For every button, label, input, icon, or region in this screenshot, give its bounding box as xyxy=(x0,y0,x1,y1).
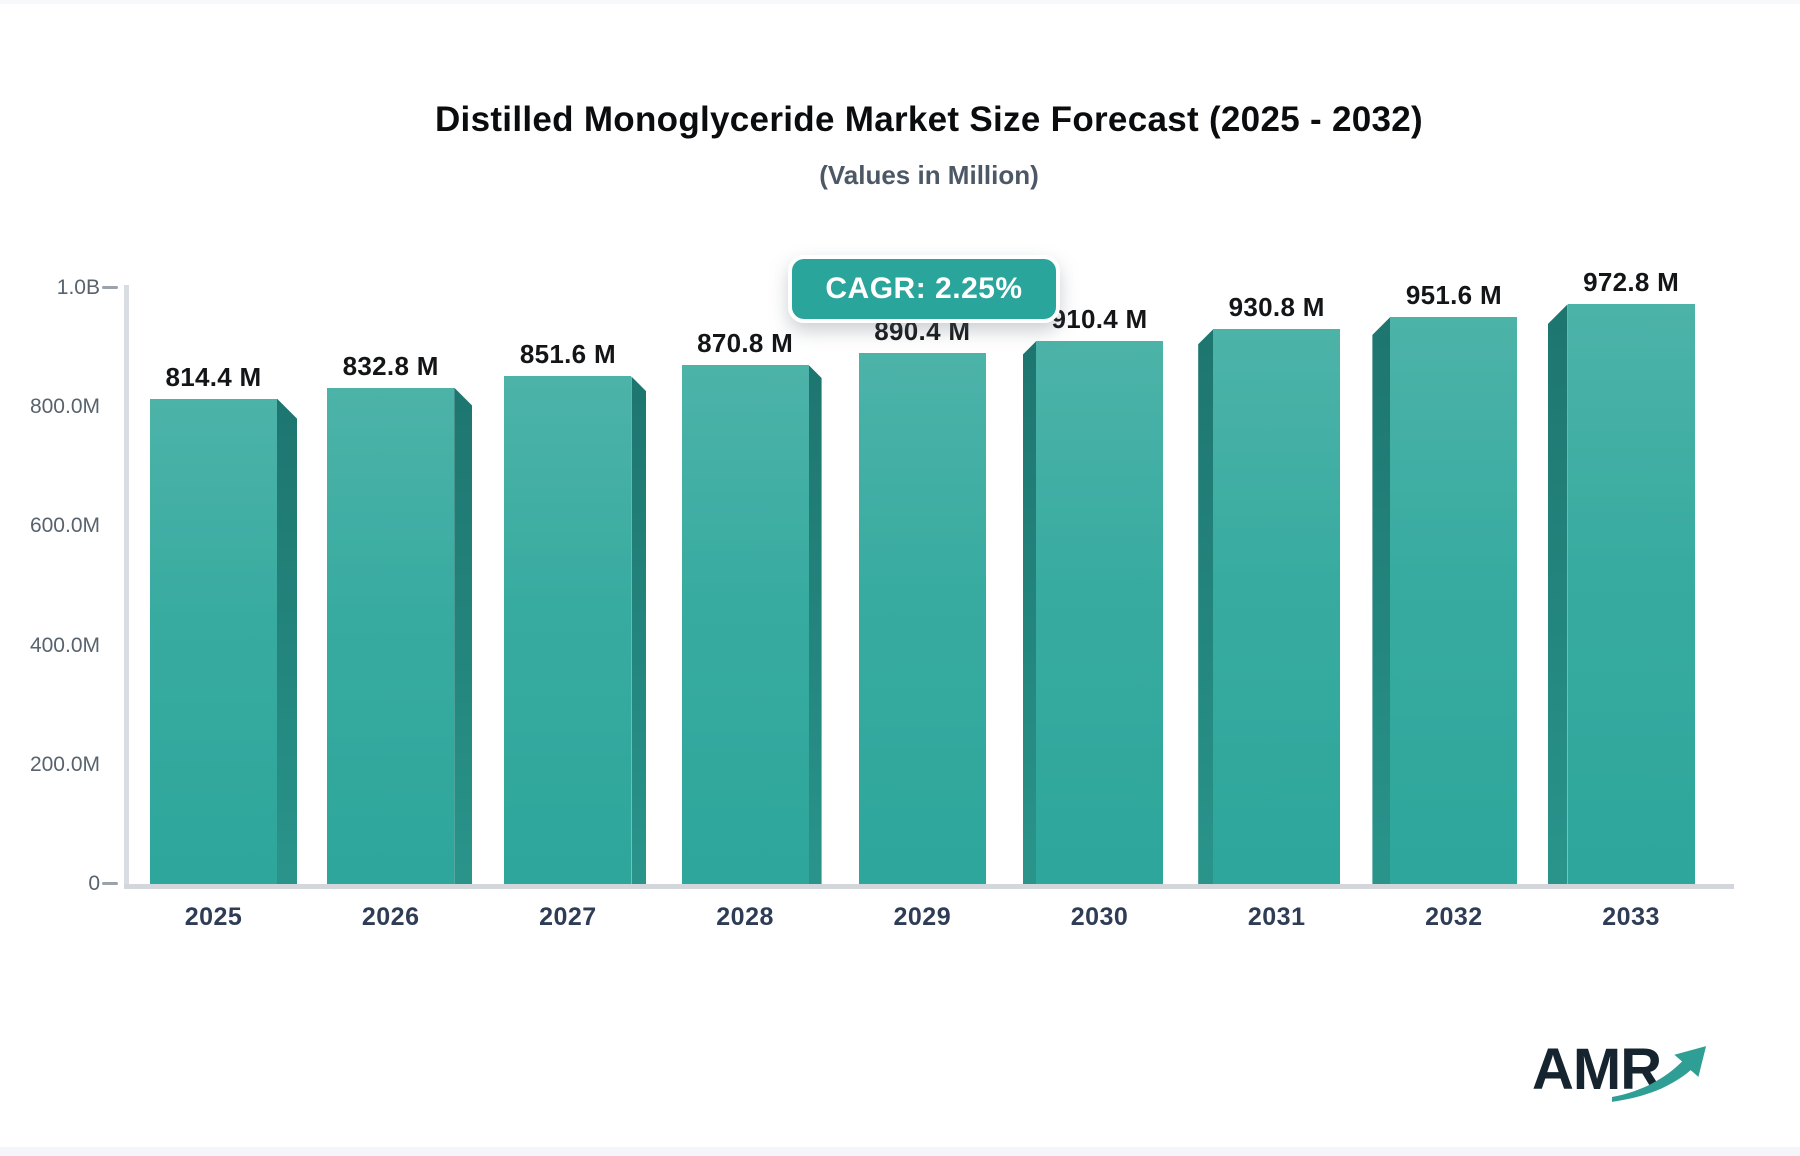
chart-subtitle: (Values in Million) xyxy=(819,160,1039,190)
bar-side-2025 xyxy=(277,398,297,884)
bar-2027 xyxy=(504,376,632,884)
y-tick-dash-0 xyxy=(102,882,118,885)
bar-2029 xyxy=(858,353,986,884)
bar-2031 xyxy=(1213,329,1341,884)
bar-2030 xyxy=(1036,341,1163,884)
bar-side-2026 xyxy=(454,387,473,884)
y-tick-label-0: 0 xyxy=(88,872,100,895)
y-axis-line xyxy=(124,285,129,888)
x-tick-label-2026: 2026 xyxy=(361,903,420,931)
x-tick-label-2029: 2029 xyxy=(893,903,952,931)
x-tick-label-2025: 2025 xyxy=(184,903,243,931)
bar-side-2030 xyxy=(1023,341,1036,884)
bar-value-label-2030: 910.4 M xyxy=(1051,304,1148,335)
bar-side-2033 xyxy=(1547,304,1568,884)
bar-2026 xyxy=(327,387,455,884)
x-axis-line xyxy=(124,884,1734,889)
y-tick-label-200.0M: 200.0M xyxy=(29,752,100,776)
bar-2032 xyxy=(1390,316,1518,884)
y-tick-dash-1.0B xyxy=(102,286,118,289)
bar-2025 xyxy=(150,398,277,884)
bar-value-label-2032: 951.6 M xyxy=(1405,279,1502,310)
bar-side-2027 xyxy=(631,376,647,884)
x-tick-label-2033: 2033 xyxy=(1602,903,1660,931)
y-tick-label-1.0B: 1.0B xyxy=(56,276,100,299)
brand-logo: AMR xyxy=(1532,1040,1722,1110)
bar-value-label-2027: 851.6 M xyxy=(519,339,616,370)
bar-2028 xyxy=(681,365,809,884)
cagr-badge-label: CAGR: 2.25% xyxy=(825,272,1023,305)
bar-value-label-2025: 814.4 M xyxy=(165,361,262,392)
bar-2033 xyxy=(1567,304,1695,884)
chart-title: Distilled Monoglyceride Market Size Fore… xyxy=(434,100,1424,139)
y-tick-label-600.0M: 600.0M xyxy=(29,514,100,538)
x-tick-label-2027: 2027 xyxy=(539,903,597,931)
cagr-badge: CAGR: 2.25% xyxy=(788,255,1060,323)
bar-value-label-2031: 930.8 M xyxy=(1228,292,1325,323)
x-tick-label-2028: 2028 xyxy=(716,903,774,931)
bar-side-2031 xyxy=(1198,329,1214,884)
y-tick-label-400.0M: 400.0M xyxy=(29,633,100,657)
bar-value-label-2028: 870.8 M xyxy=(697,328,794,358)
bar-side-2028 xyxy=(808,365,822,884)
page-top-edge xyxy=(0,0,1800,4)
page-bottom-edge xyxy=(0,1147,1800,1156)
x-tick-label-2031: 2031 xyxy=(1247,903,1306,931)
bar-value-label-2026: 832.8 M xyxy=(342,350,439,381)
growth-arrow-icon xyxy=(1612,1046,1707,1102)
x-tick-label-2032: 2032 xyxy=(1425,903,1483,931)
bar-side-2032 xyxy=(1372,316,1391,884)
bar-value-label-2033: 972.8 M xyxy=(1583,267,1680,298)
x-tick-label-2030: 2030 xyxy=(1070,903,1129,931)
y-tick-label-800.0M: 800.0M xyxy=(29,395,100,419)
